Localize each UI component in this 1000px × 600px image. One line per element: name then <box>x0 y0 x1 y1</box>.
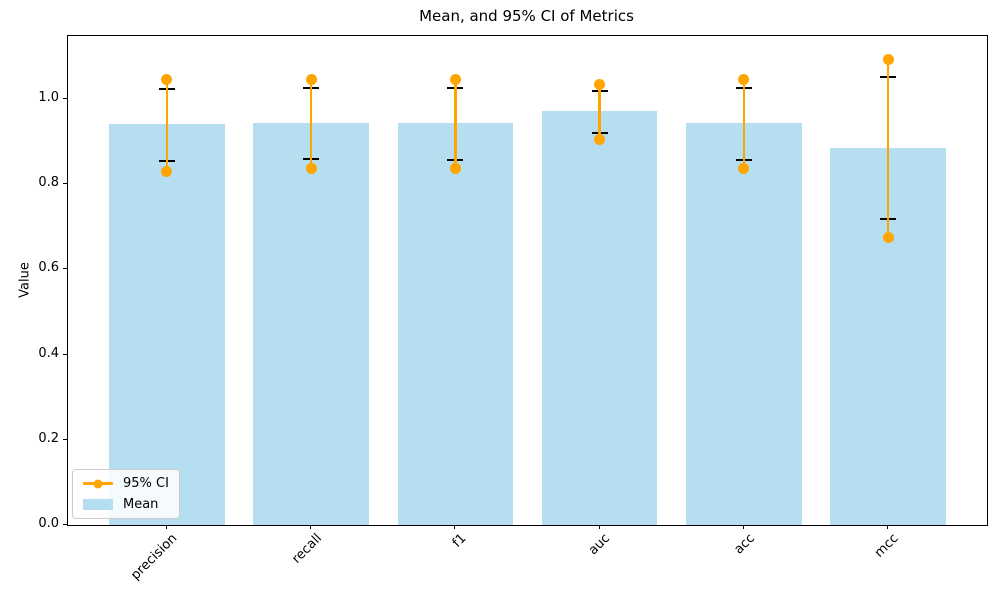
y-tick-mark <box>63 353 67 355</box>
x-tick-label-f1: f1 <box>449 531 469 551</box>
bar-precision <box>109 124 225 525</box>
x-tick-mark <box>887 525 889 529</box>
ci-dot-high-f1 <box>449 74 461 86</box>
y-tick-mark <box>63 98 67 100</box>
ci-dot-low-recall <box>305 162 317 174</box>
mean-swatch <box>83 499 113 510</box>
ci-dot-low-acc <box>738 162 750 174</box>
y-tick-mark <box>63 524 67 525</box>
x-tick-mark <box>310 525 312 529</box>
ci-dot-high-mcc <box>882 54 894 66</box>
bar-auc <box>541 110 658 525</box>
ci-line-auc <box>598 84 601 140</box>
ci-dot-low-auc <box>594 133 606 145</box>
ci-line-f1 <box>454 79 457 169</box>
y-tick-label: 1.0 <box>38 90 59 106</box>
y-tick-mark <box>63 183 67 185</box>
legend-item-mean: Mean <box>83 497 169 512</box>
y-tick-label: 0.4 <box>38 345 59 361</box>
ci-dot-high-recall <box>305 73 317 85</box>
legend-item-ci: 95% CI <box>83 476 169 491</box>
y-tick-mark <box>63 268 67 270</box>
chart-title: Mean, and 95% CI of Metrics <box>419 7 634 25</box>
ci-dot-high-precision <box>161 74 173 86</box>
bar-acc <box>686 123 802 525</box>
y-tick-label: 0.0 <box>38 516 59 531</box>
x-tick-mark <box>742 525 744 529</box>
x-tick-mark <box>598 525 600 529</box>
ci-dot-low-f1 <box>449 162 461 174</box>
legend: 95% CI Mean <box>72 469 180 519</box>
ci-line-mcc <box>886 59 890 238</box>
ci-line-acc <box>742 79 746 169</box>
legend-label-mean: Mean <box>123 497 159 512</box>
ci-dot-high-auc <box>594 78 606 90</box>
x-tick-label-mcc: mcc <box>872 531 902 561</box>
x-tick-mark <box>165 525 167 529</box>
bar-f1 <box>397 123 514 525</box>
y-tick-mark <box>63 438 67 440</box>
x-tick-mark <box>454 525 456 529</box>
ci-dot-low-mcc <box>882 232 894 244</box>
x-tick-label-precision: precision <box>128 531 181 584</box>
y-tick-label: 0.2 <box>38 430 59 446</box>
legend-label-ci: 95% CI <box>123 476 169 491</box>
ci-dot-high-acc <box>738 74 750 86</box>
bar-recall <box>253 122 369 525</box>
y-tick-label: 0.8 <box>38 175 59 191</box>
y-tick-label: 0.6 <box>38 260 59 276</box>
x-tick-label-auc: auc <box>586 531 614 559</box>
ci-line-precision <box>165 79 169 171</box>
ci-line-recall <box>309 79 313 169</box>
ci-dot-low-precision <box>161 165 173 177</box>
x-tick-label-recall: recall <box>289 531 325 567</box>
ci-line-swatch <box>83 479 113 488</box>
ci-dot-icon <box>93 479 103 488</box>
plot-area <box>67 35 988 526</box>
x-tick-label-acc: acc <box>731 531 758 558</box>
